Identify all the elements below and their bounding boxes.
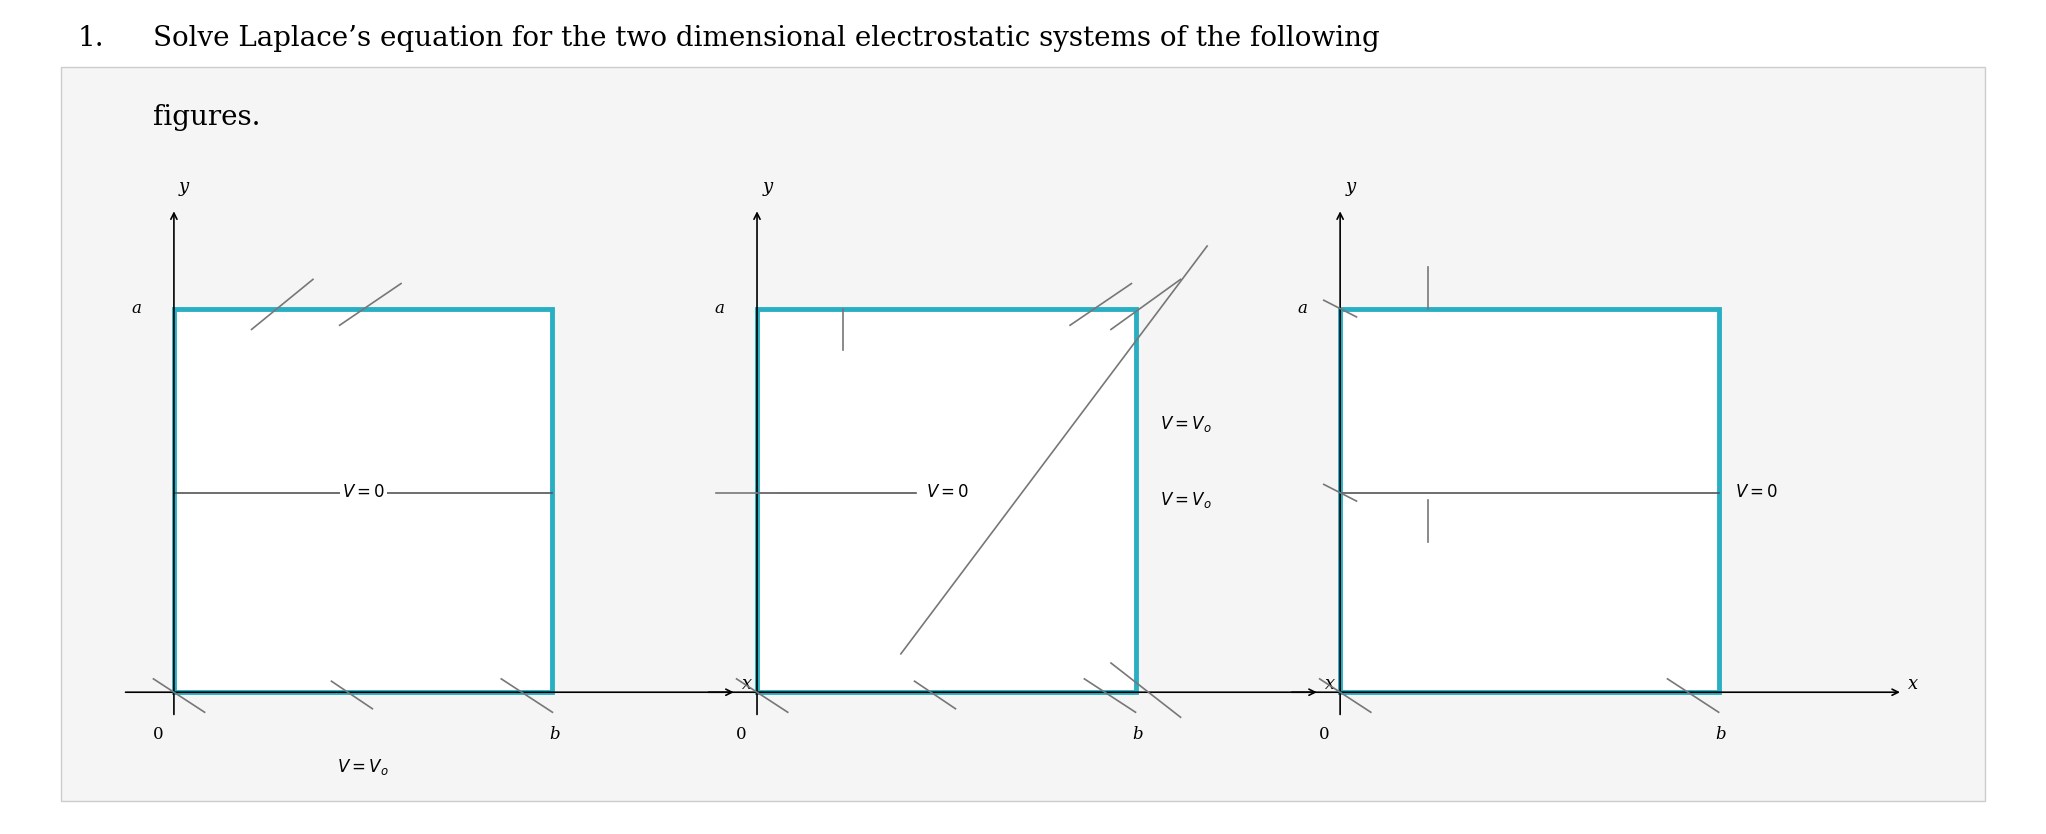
- FancyBboxPatch shape: [61, 67, 1985, 801]
- Text: 0: 0: [737, 726, 747, 742]
- Text: y: y: [1346, 178, 1354, 196]
- Text: $V = V_o$: $V = V_o$: [338, 757, 389, 777]
- Text: 0: 0: [153, 726, 164, 742]
- Text: x: x: [743, 675, 751, 693]
- Text: $V = 0$: $V = 0$: [1735, 485, 1778, 501]
- Text: y: y: [763, 178, 771, 196]
- Text: a: a: [1297, 300, 1307, 317]
- Text: figures.: figures.: [153, 104, 262, 131]
- Text: a: a: [714, 300, 724, 317]
- Text: $V = V_o$: $V = V_o$: [1160, 414, 1211, 434]
- Text: $V = 0$: $V = 0$: [342, 485, 385, 501]
- Text: 0: 0: [1320, 726, 1330, 742]
- Text: b: b: [548, 726, 561, 742]
- Bar: [1340, 309, 1719, 692]
- Text: Solve Laplace’s equation for the two dimensional electrostatic systems of the fo: Solve Laplace’s equation for the two dim…: [153, 25, 1381, 52]
- Text: 1.: 1.: [78, 25, 104, 52]
- Text: b: b: [1131, 726, 1144, 742]
- Text: y: y: [180, 178, 188, 196]
- Text: x: x: [1326, 675, 1334, 693]
- Text: x: x: [1909, 675, 1917, 693]
- Bar: [757, 309, 1136, 692]
- Text: a: a: [131, 300, 141, 317]
- Text: b: b: [1715, 726, 1727, 742]
- Text: $V = 0$: $V = 0$: [927, 485, 970, 501]
- Text: $V = V_o$: $V = V_o$: [1160, 490, 1211, 510]
- Bar: [174, 309, 552, 692]
